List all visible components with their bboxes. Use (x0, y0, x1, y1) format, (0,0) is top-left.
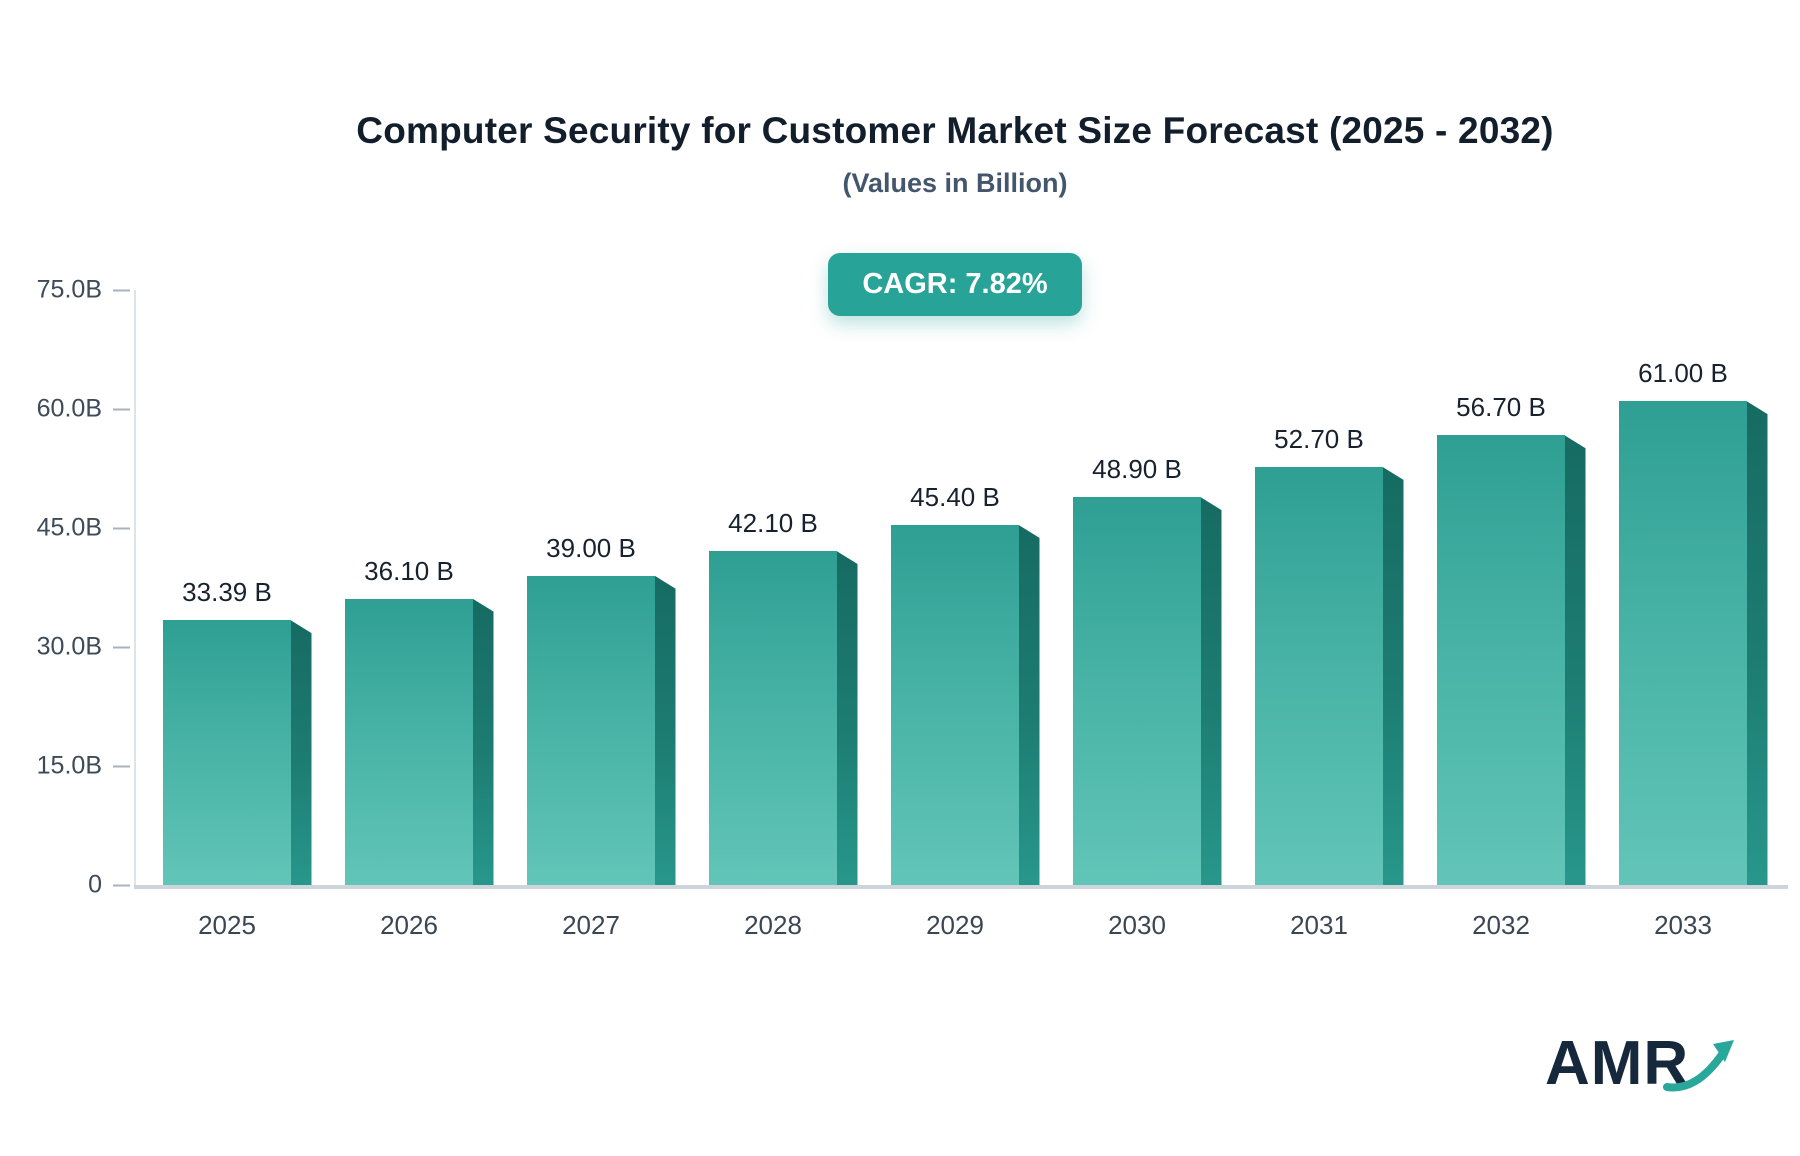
x-axis-baseline (134, 885, 1788, 889)
y-tick-label: 75.0B (36, 275, 102, 304)
bar (1254, 466, 1404, 885)
y-axis-tick: 60.0B (37, 395, 130, 424)
page-title: Computer Security for Customer Market Si… (356, 110, 1554, 151)
bar (708, 551, 858, 885)
y-tick-mark (113, 646, 130, 648)
bar-slot: 42.10 B 2028 (682, 290, 864, 940)
bar-side-face (472, 598, 494, 885)
x-axis-label: 2027 (562, 910, 620, 940)
chart-subtitle: (Values in Billion) (842, 168, 1068, 198)
y-tick-label: 45.0B (36, 513, 102, 542)
bar (890, 524, 1040, 885)
bar-side-face (1564, 435, 1586, 885)
x-axis-label: 2033 (1654, 910, 1712, 940)
bar (526, 575, 676, 885)
y-axis-tick: 0 (88, 871, 130, 900)
x-axis-label: 2032 (1472, 910, 1530, 940)
bar (1072, 497, 1222, 885)
bar (162, 620, 312, 885)
bar-side-face (654, 575, 676, 885)
x-axis-label: 2025 (198, 910, 256, 940)
bar-main-face (1254, 466, 1383, 885)
bar-chart: 0 15.0B 30.0B 45.0B 60.0B 75.0B 33.39 B 2025 36.… (37, 276, 1788, 940)
plot-area: 0 15.0B 30.0B 45.0B 60.0B 75.0B 33.39 B 2025 36.… (37, 276, 1788, 940)
x-axis-label: 2029 (926, 910, 984, 940)
y-axis-tick: 30.0B (37, 633, 130, 662)
bar-side-face (290, 620, 312, 885)
bar-main-face (890, 524, 1019, 885)
bar-value-label: 42.10 B (728, 508, 818, 539)
y-axis-tick: 45.0B (37, 514, 130, 543)
bar-main-face (708, 551, 837, 885)
x-axis-label: 2030 (1108, 910, 1166, 940)
bar-value-label: 39.00 B (546, 532, 636, 563)
bar-value-label: 61.00 B (1638, 358, 1728, 389)
bar-main-face (344, 598, 473, 885)
bar-slot: 61.00 B 2033 (1592, 290, 1774, 940)
y-tick-mark (113, 289, 130, 291)
bar-slot: 56.70 B 2032 (1410, 290, 1592, 940)
y-tick-mark (113, 408, 130, 410)
bar-side-face (1200, 497, 1222, 885)
cagr-badge: CAGR: 7.82% (828, 253, 1082, 316)
y-tick-mark (113, 765, 130, 767)
y-tick-label: 15.0B (36, 751, 102, 780)
bar-value-label: 52.70 B (1274, 423, 1364, 454)
bar-main-face (162, 620, 291, 885)
bar-slot: 33.39 B 2025 (136, 290, 318, 940)
y-tick-label: 0 (88, 870, 102, 899)
y-axis-tick: 75.0B (37, 276, 130, 305)
bar-main-face (1436, 435, 1565, 885)
y-tick-label: 60.0B (36, 394, 102, 423)
bar-value-label: 36.10 B (364, 555, 454, 586)
chart-header: Computer Security for Customer Market Si… (0, 0, 1800, 316)
bar-slot: 39.00 B 2027 (500, 290, 682, 940)
y-tick-mark (113, 527, 130, 529)
bar-side-face (1746, 401, 1768, 885)
logo-arrow-icon (1663, 1039, 1735, 1091)
y-axis-tick: 15.0B (37, 752, 130, 781)
bar (1618, 401, 1768, 885)
y-tick-mark (113, 884, 130, 886)
x-axis-label: 2026 (380, 910, 438, 940)
bar-value-label: 56.70 B (1456, 392, 1546, 423)
bar-value-label: 33.39 B (182, 577, 272, 608)
bar-slot: 45.40 B 2029 (864, 290, 1046, 940)
y-tick-label: 30.0B (36, 632, 102, 661)
bar-value-label: 48.90 B (1092, 454, 1182, 485)
bar-slot: 36.10 B 2026 (318, 290, 500, 940)
x-axis-label: 2028 (744, 910, 802, 940)
bar-main-face (1618, 401, 1747, 885)
bar-main-face (526, 575, 655, 885)
x-axis-label: 2031 (1290, 910, 1348, 940)
bar (1436, 435, 1586, 885)
amr-logo: AMR (1545, 1028, 1737, 1099)
bar-main-face (1072, 497, 1201, 885)
bar-slot: 48.90 B 2030 (1046, 290, 1228, 940)
bar-side-face (1018, 524, 1040, 885)
bar-side-face (836, 551, 858, 885)
bar (344, 598, 494, 885)
bar-slot: 52.70 B 2031 (1228, 290, 1410, 940)
bar-value-label: 45.40 B (910, 481, 1000, 512)
bar-side-face (1382, 466, 1404, 885)
